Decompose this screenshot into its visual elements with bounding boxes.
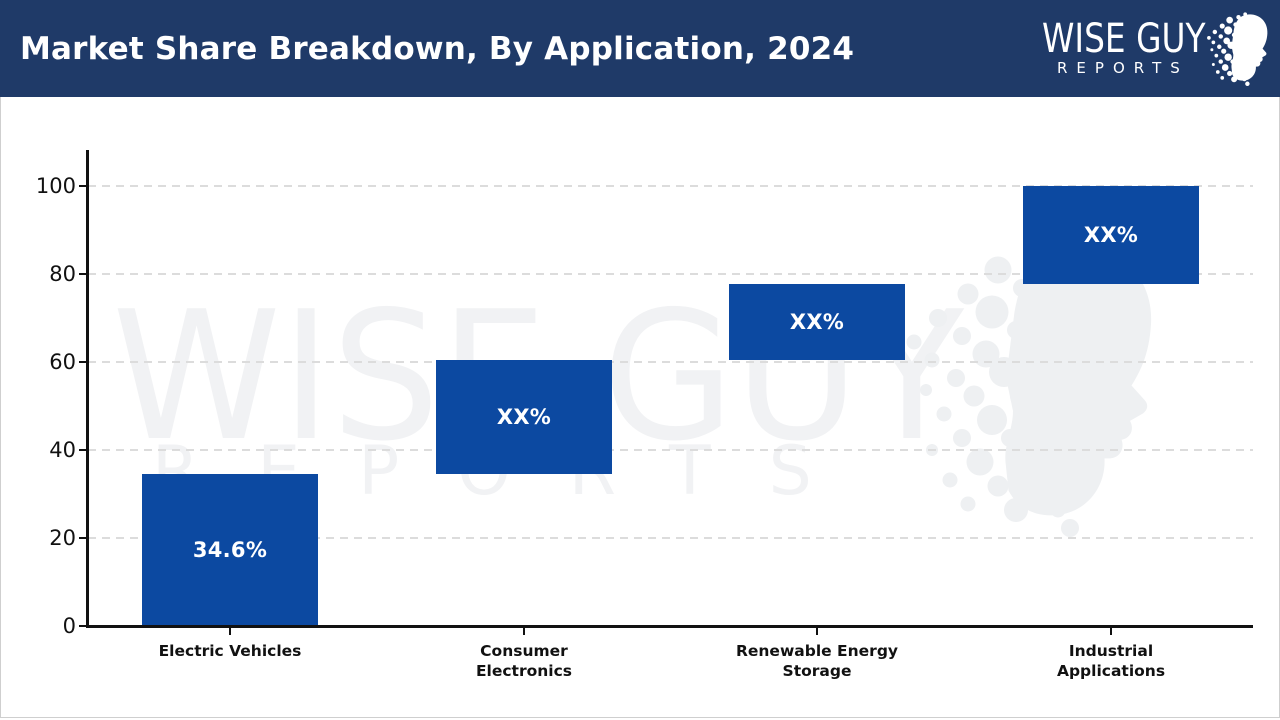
bar-industrial-applications [1023,186,1199,284]
y-tick-label-80: 80 [49,262,76,286]
y-tick-label-100: 100 [35,174,76,198]
logo-subtext: REPORTS [1057,59,1189,77]
y-axis-line [86,150,89,628]
logo-wordmark: WISE GUY [1042,16,1206,62]
bar-electric-vehicles [142,473,318,626]
x-axis-line [86,625,1253,628]
y-tick-label-40: 40 [49,438,76,462]
y-tick-label-60: 60 [49,350,76,374]
y-tick-mark-40 [79,449,88,451]
y-tick-label-0: 0 [62,614,76,638]
x-tick-mark-electric-vehicles [229,628,231,635]
chart-title: Market Share Breakdown, By Application, … [20,30,855,67]
bar-value-label-renewable-energy-storage: XX% [789,310,845,335]
gridline-40 [88,449,1253,451]
y-tick-mark-0 [79,625,88,627]
y-tick-mark-60 [79,361,88,363]
bar-value-label-industrial-applications: XX% [1083,222,1139,247]
x-tick-mark-renewable-energy-storage [816,628,818,635]
bar-value-label-consumer-electronics: XX% [496,404,552,429]
bar-renewable-energy-storage [729,284,905,361]
y-tick-label-20: 20 [49,526,76,550]
x-category-label-industrial-applications: Industrial Applications [1056,642,1166,680]
x-category-label-renewable-energy-storage: Renewable Energy Storage [735,642,899,680]
x-category-label-consumer-electronics: Consumer Electronics [475,642,573,680]
x-category-label-electric-vehicles: Electric Vehicles [158,642,302,660]
y-tick-mark-80 [79,273,88,275]
logo-face-icon [1203,8,1277,90]
bar-value-label-electric-vehicles: 34.6% [192,537,268,562]
x-tick-mark-consumer-electronics [523,628,525,635]
x-tick-mark-industrial-applications [1110,628,1112,635]
gridline-100 [88,185,1253,187]
y-tick-mark-100 [79,185,88,187]
gridline-20 [88,537,1253,539]
gridline-60 [88,361,1253,363]
bar-consumer-electronics [436,360,612,474]
gridline-80 [88,273,1253,275]
header-bar: Market Share Breakdown, By Application, … [0,0,1280,97]
y-tick-mark-20 [79,537,88,539]
